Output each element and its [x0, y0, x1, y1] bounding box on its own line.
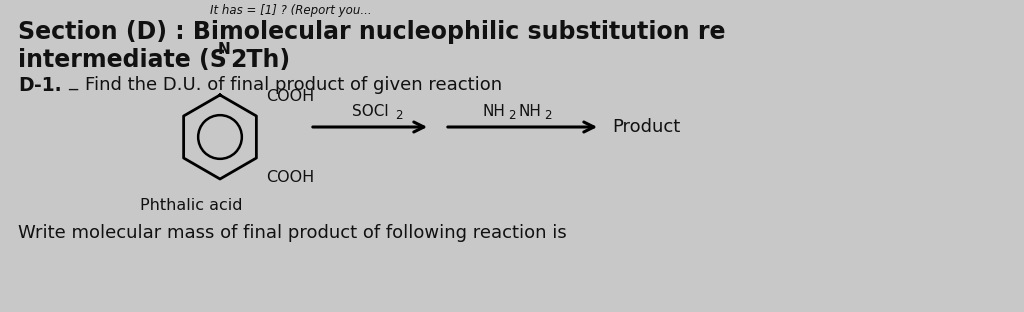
- Text: Phthalic acid: Phthalic acid: [140, 198, 243, 213]
- Text: intermediate (S: intermediate (S: [18, 48, 227, 72]
- Text: Product: Product: [612, 118, 680, 136]
- Text: 2: 2: [545, 109, 552, 122]
- Text: It has = [1] ? (Report you...: It has = [1] ? (Report you...: [210, 4, 372, 17]
- Text: Find the D.U. of final product of given reaction: Find the D.U. of final product of given …: [85, 76, 502, 94]
- Text: NH: NH: [482, 104, 506, 119]
- Text: COOH: COOH: [266, 89, 314, 104]
- Text: 2: 2: [395, 109, 402, 122]
- Text: Write molecular mass of final product of following reaction is: Write molecular mass of final product of…: [18, 224, 566, 242]
- Text: 2Th): 2Th): [230, 48, 290, 72]
- Text: COOH: COOH: [266, 170, 314, 185]
- Text: SOCl: SOCl: [352, 104, 389, 119]
- Text: NH: NH: [518, 104, 542, 119]
- Text: D-1.: D-1.: [18, 76, 61, 95]
- Text: Section (D) : Bimolecular nucleophilic substitution re: Section (D) : Bimolecular nucleophilic s…: [18, 20, 725, 44]
- Text: 2: 2: [509, 109, 516, 122]
- Text: N: N: [218, 42, 230, 57]
- Text: _: _: [68, 72, 77, 90]
